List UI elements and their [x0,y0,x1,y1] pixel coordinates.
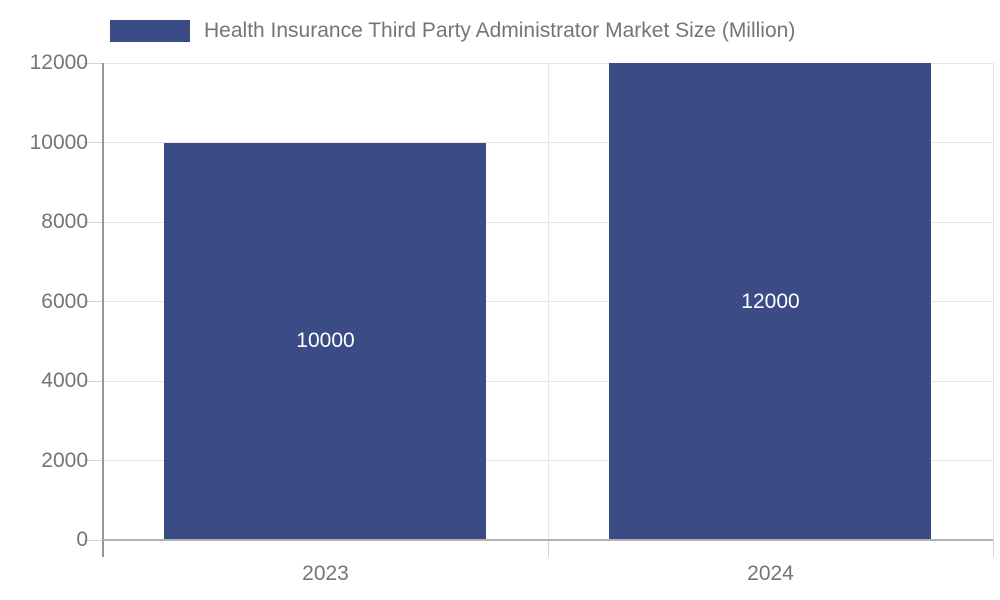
y-axis-tick-label: 12000 [29,51,88,74]
y-axis-tick-label: 0 [76,528,88,551]
y-axis-tick [84,221,103,223]
bar-2024[interactable]: 12000 [609,63,932,540]
y-axis-tick [84,380,103,382]
legend-swatch [110,20,190,42]
x-axis-category-label: 2024 [747,562,794,585]
legend-label: Health Insurance Third Party Administrat… [204,19,796,42]
x-axis-tick [992,540,994,557]
y-axis-tick [84,62,103,64]
bar-2023[interactable]: 10000 [164,142,487,540]
y-axis-tick [84,301,103,302]
legend[interactable]: Health Insurance Third Party Administrat… [110,18,795,44]
bar-value-label: 12000 [741,289,800,313]
y-axis-tick-label: 8000 [41,210,88,233]
x-boundary-gridline [547,63,549,540]
y-axis-tick-label: 10000 [29,130,88,154]
y-axis-tick [84,460,103,461]
x-axis-line [103,539,993,541]
y-axis-tick-label: 2000 [41,448,88,472]
y-axis-tick-label: 4000 [41,369,88,392]
y-axis-tick [84,142,103,143]
y-axis-tick-label: 6000 [41,289,88,313]
x-axis-tick [547,540,549,557]
y-axis-tick [84,539,103,541]
x-axis-category-label: 2023 [302,562,349,585]
bar-value-label: 10000 [296,329,355,353]
y-axis-line [102,63,104,557]
x-boundary-gridline [992,63,994,540]
